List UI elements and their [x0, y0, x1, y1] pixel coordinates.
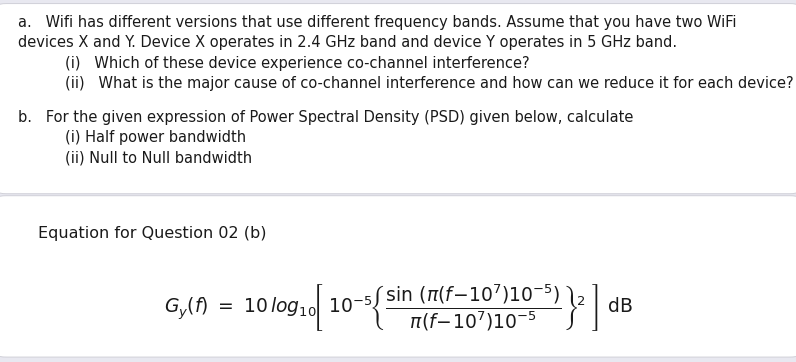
FancyBboxPatch shape: [0, 4, 796, 194]
Text: $G_y(f)\ =\ 10\,log_{10}\!\left[\ 10^{-5}\!\left\{\dfrac{\sin\,(\pi(f\!-\!10^7)1: $G_y(f)\ =\ 10\,log_{10}\!\left[\ 10^{-5…: [163, 283, 633, 333]
FancyBboxPatch shape: [0, 196, 796, 357]
Text: (ii) Null to Null bandwidth: (ii) Null to Null bandwidth: [65, 151, 252, 166]
Text: (ii)   What is the major cause of co-channel interference and how can we reduce : (ii) What is the major cause of co-chann…: [65, 76, 794, 91]
Text: b.   For the given expression of Power Spectral Density (PSD) given below, calcu: b. For the given expression of Power Spe…: [18, 110, 634, 125]
Text: Equation for Question 02 (b): Equation for Question 02 (b): [37, 226, 266, 241]
Text: (i) Half power bandwidth: (i) Half power bandwidth: [65, 130, 246, 145]
Text: a.   Wifi has different versions that use different frequency bands. Assume that: a. Wifi has different versions that use …: [18, 15, 736, 30]
Text: devices X and Y. Device X operates in 2.4 GHz band and device Y operates in 5 GH: devices X and Y. Device X operates in 2.…: [18, 35, 677, 50]
Text: (i)   Which of these device experience co-channel interference?: (i) Which of these device experience co-…: [65, 56, 529, 71]
